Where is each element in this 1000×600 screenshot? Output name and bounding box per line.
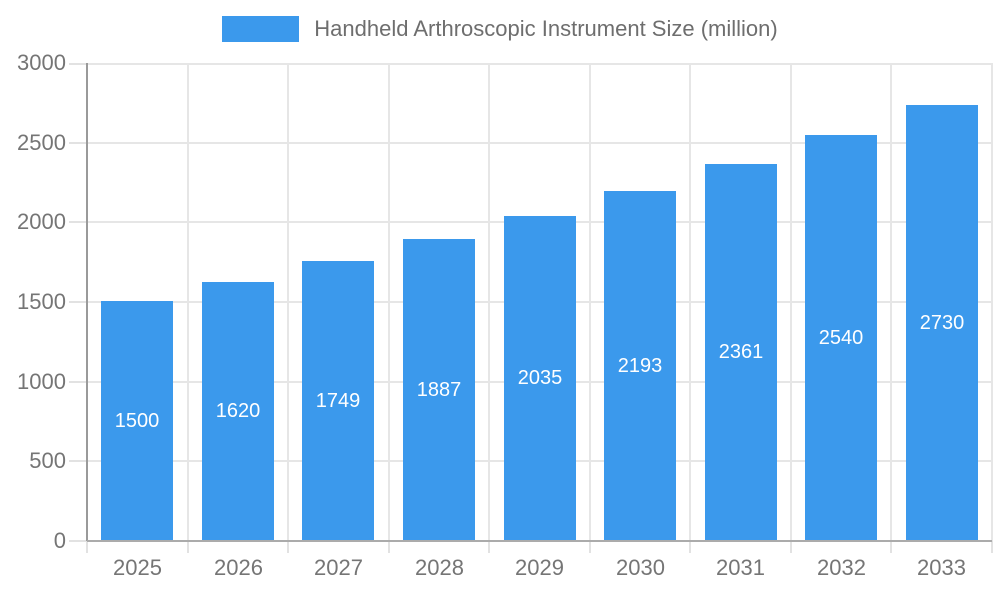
y-tick-label: 500 xyxy=(29,448,66,473)
bar[interactable]: 2193 xyxy=(604,191,676,540)
bar-value-label: 2193 xyxy=(617,354,663,377)
bar[interactable]: 2035 xyxy=(504,216,576,540)
bar-value-label: 1500 xyxy=(114,409,160,432)
x-tick-label: 2031 xyxy=(716,555,765,580)
x-tick xyxy=(890,541,892,553)
bar[interactable]: 1500 xyxy=(101,301,173,540)
bar-value-label: 1749 xyxy=(315,389,361,412)
x-tick-label: 2028 xyxy=(415,555,464,580)
x-tick-label: 2033 xyxy=(917,555,966,580)
bar[interactable]: 2361 xyxy=(705,164,777,540)
x-tick xyxy=(187,541,189,553)
x-tick xyxy=(488,541,490,553)
x-tick xyxy=(991,541,993,553)
v-gridline xyxy=(388,63,390,541)
y-tick xyxy=(69,460,87,463)
y-axis-labels: 0 500 1000 1500 2000 2500 3000 xyxy=(0,50,66,553)
y-tick xyxy=(69,380,87,383)
y-tick-label: 2000 xyxy=(17,209,66,234)
bar-value-label: 2035 xyxy=(517,367,563,389)
bar-value-label: 1620 xyxy=(215,400,261,422)
x-axis-labels: 2025 2026 2027 2028 2029 2030 2031 2032 2033 xyxy=(87,553,992,583)
x-tick xyxy=(388,541,390,553)
x-tick xyxy=(790,541,792,553)
y-tick xyxy=(69,63,87,65)
y-axis-line xyxy=(86,63,88,541)
y-tick xyxy=(69,221,87,224)
v-gridline xyxy=(991,63,993,541)
v-gridline xyxy=(187,63,189,541)
x-tick xyxy=(589,541,591,553)
y-tick-label: 2500 xyxy=(17,130,66,155)
x-tick-label: 2025 xyxy=(113,555,162,580)
x-tick-label: 2032 xyxy=(817,555,866,580)
bar-value-label: 2730 xyxy=(919,311,965,334)
bar[interactable]: 2540 xyxy=(805,135,877,540)
bar[interactable]: 1887 xyxy=(403,239,475,540)
x-tick xyxy=(86,541,88,553)
y-tick xyxy=(69,141,87,144)
x-tick-label: 2030 xyxy=(616,555,665,580)
v-gridline xyxy=(890,63,892,541)
y-tick-label: 1500 xyxy=(17,289,66,314)
x-tick-label: 2029 xyxy=(515,555,564,580)
h-gridline xyxy=(87,63,992,65)
v-gridline xyxy=(589,63,591,541)
v-gridline xyxy=(689,63,691,541)
bar[interactable]: 2730 xyxy=(906,105,978,540)
plot-area: 1500 1620 1749 1887 2035 2193 2361 2540 2730 xyxy=(69,63,993,553)
y-tick xyxy=(69,301,87,303)
y-tick xyxy=(69,540,87,542)
legend-swatch xyxy=(222,16,300,42)
v-gridline xyxy=(790,63,792,541)
legend[interactable]: Handheld Arthroscopic Instrument Size (m… xyxy=(0,15,1000,43)
v-gridline xyxy=(488,63,490,541)
bar[interactable]: 1749 xyxy=(302,261,374,540)
y-tick-label: 3000 xyxy=(17,50,66,75)
x-tick xyxy=(689,541,691,553)
y-tick-label: 1000 xyxy=(17,369,66,394)
bar-value-label: 2361 xyxy=(718,341,764,363)
x-tick-label: 2026 xyxy=(214,555,263,580)
v-gridline xyxy=(287,63,289,541)
bar-value-label: 1887 xyxy=(416,378,462,401)
x-tick xyxy=(287,541,289,553)
y-tick-label: 0 xyxy=(53,528,66,553)
legend-label: Handheld Arthroscopic Instrument Size (m… xyxy=(314,16,778,41)
bar-value-label: 2540 xyxy=(818,326,864,349)
x-tick-label: 2027 xyxy=(314,555,363,580)
bar[interactable]: 1620 xyxy=(202,282,274,540)
h-gridline xyxy=(87,141,992,144)
x-axis-line xyxy=(87,540,992,542)
